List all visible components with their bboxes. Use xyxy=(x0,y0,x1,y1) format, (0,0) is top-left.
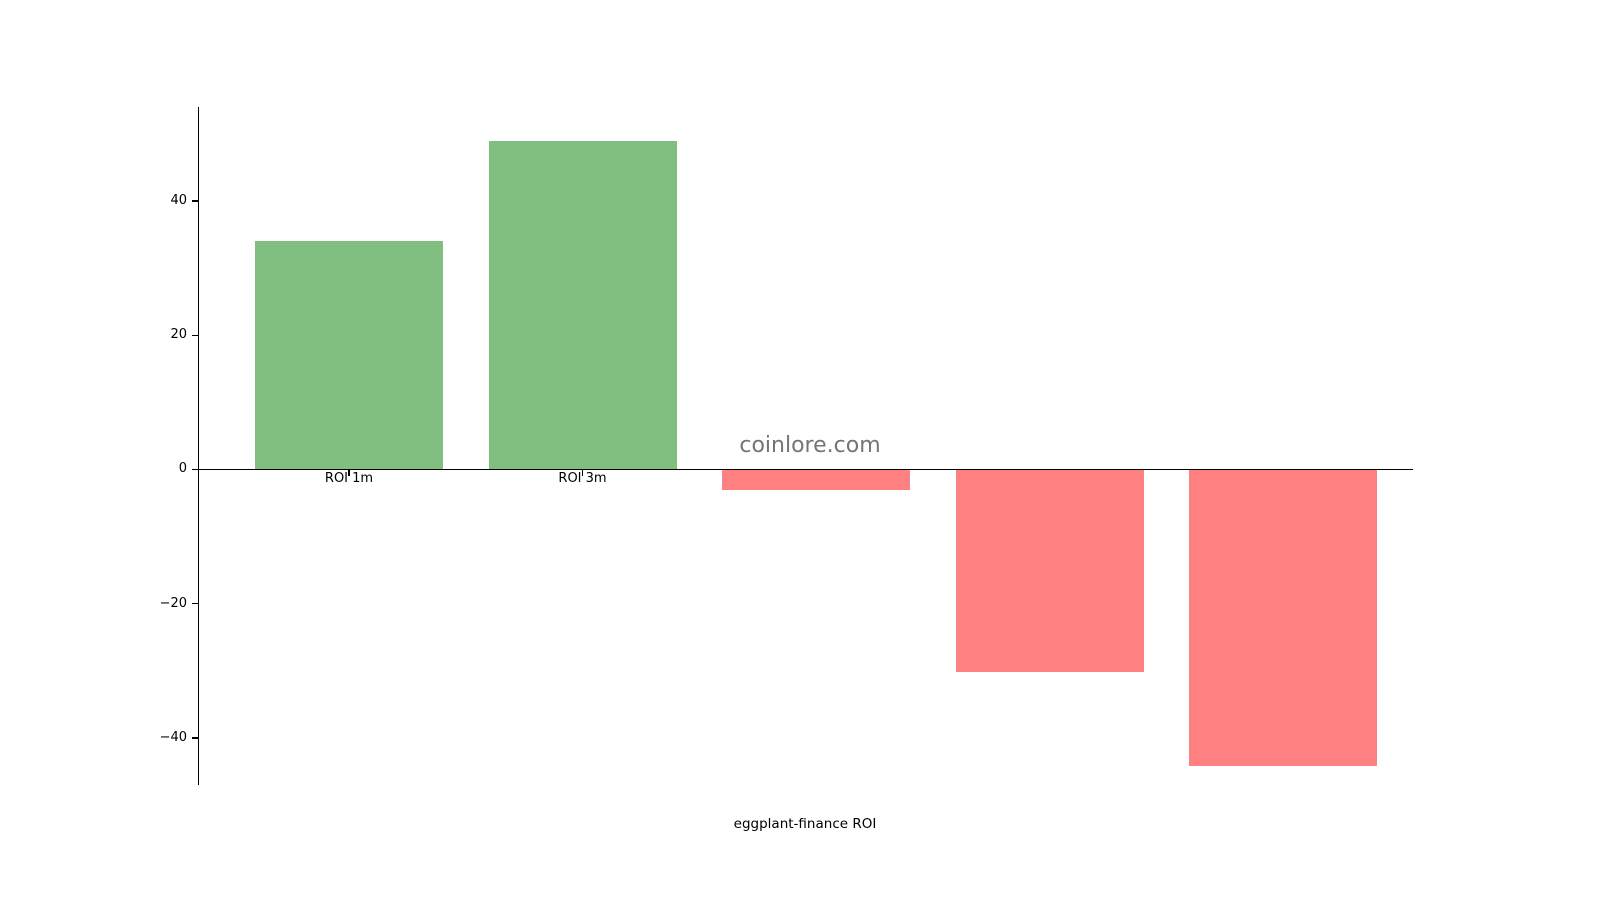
y-tick-label: −40 xyxy=(159,730,187,745)
chart-title: eggplant-finance ROI xyxy=(733,816,877,832)
bar-roi-5 xyxy=(1189,470,1377,766)
bar-roi-3 xyxy=(722,470,910,491)
y-tick-label: 0 xyxy=(178,461,187,477)
x-tick-label: ROI 3m xyxy=(558,471,607,487)
y-tick-label: 40 xyxy=(170,192,187,208)
y-tick-mark xyxy=(191,334,198,336)
bar-roi-1m xyxy=(255,241,443,470)
x-tick-label: ROI 1m xyxy=(324,471,374,487)
y-tick-mark xyxy=(191,468,198,471)
y-tick-label: 20 xyxy=(170,327,187,343)
y-tick-mark xyxy=(191,603,198,605)
x-axis-line xyxy=(199,468,1413,471)
bar-roi-3m xyxy=(488,140,677,470)
watermark-text: coinlore.com xyxy=(739,433,881,458)
bar-roi-4 xyxy=(955,470,1144,672)
y-tick-label: −20 xyxy=(159,595,187,611)
y-tick-mark xyxy=(191,737,198,739)
y-axis-line xyxy=(197,107,199,785)
y-tick-mark xyxy=(191,200,198,202)
x-tick-mark xyxy=(348,469,350,477)
x-tick-mark xyxy=(581,469,584,477)
